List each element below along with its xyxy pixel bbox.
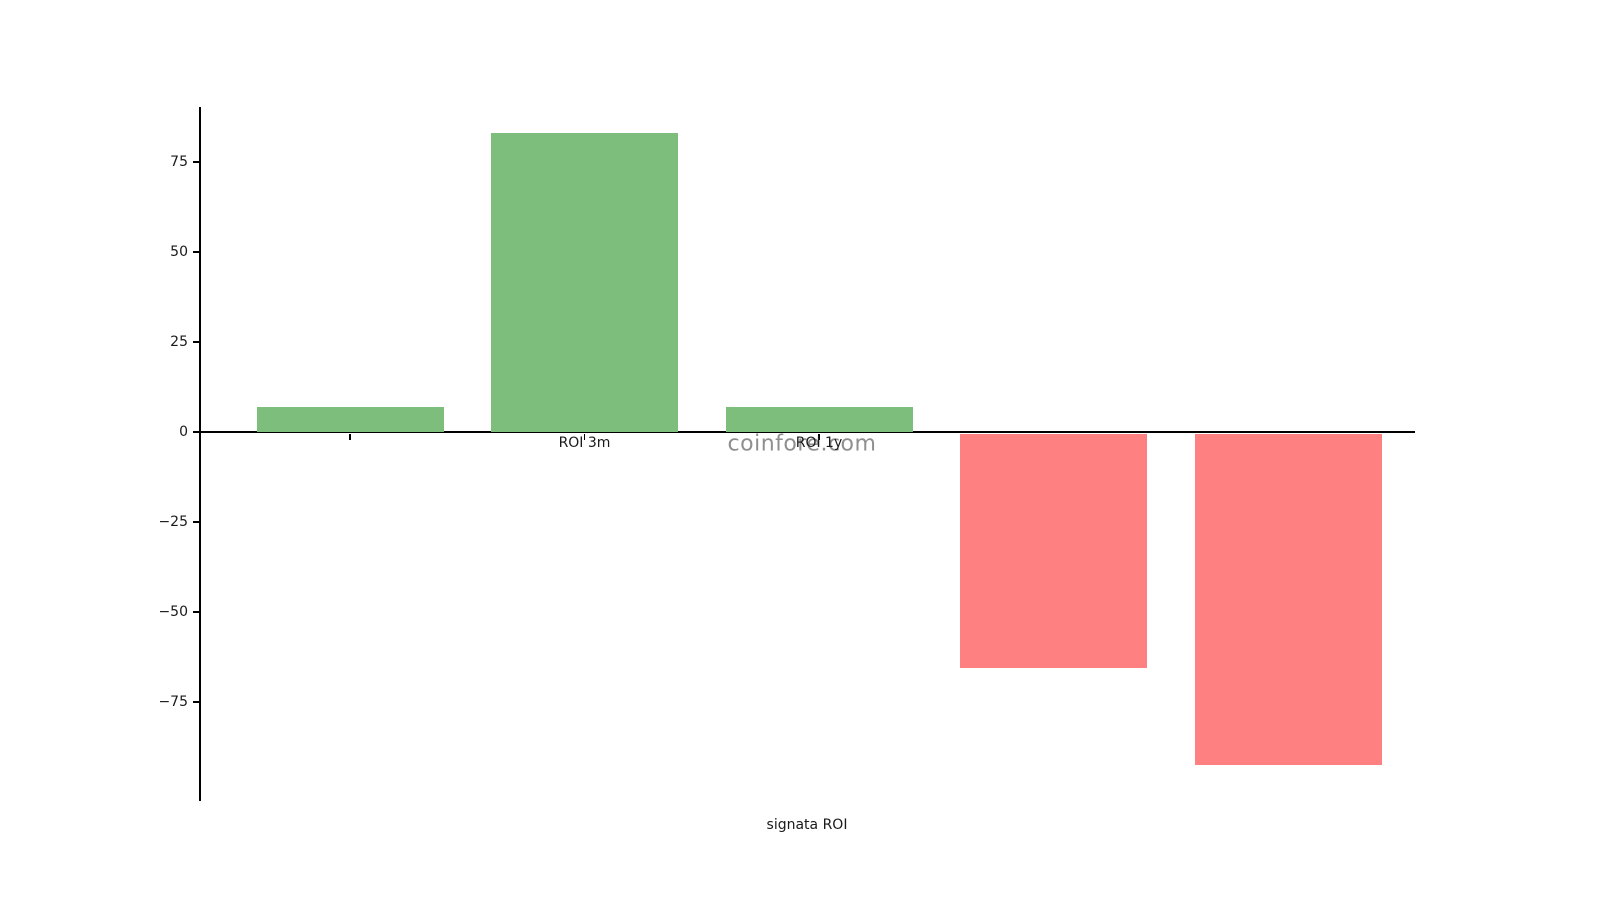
- y-tick-mark: [193, 611, 199, 613]
- x-axis-title: signata ROI: [766, 817, 848, 833]
- y-axis-spine: [199, 107, 201, 801]
- x-tick-mark: [818, 433, 820, 440]
- x-tick-label-roi-1y: ROI 1y: [795, 435, 843, 452]
- y-tick-label: 50: [170, 244, 188, 261]
- bar-series-1: [256, 406, 444, 433]
- y-tick-mark: [193, 251, 199, 253]
- bar-series-5: [1194, 433, 1382, 765]
- watermark-text: coinfore.com: [727, 431, 877, 457]
- bar-roi-1y: [725, 406, 913, 433]
- bar-series-4: [960, 433, 1147, 668]
- y-tick-label: −25: [158, 514, 188, 531]
- x-tick-mark: [349, 433, 351, 440]
- y-tick-label: 0: [179, 424, 188, 441]
- y-tick-label: 25: [170, 334, 188, 351]
- y-tick-mark: [193, 161, 199, 163]
- y-tick-mark: [193, 521, 199, 523]
- y-tick-mark: [193, 431, 199, 433]
- x-tick-mark: [583, 433, 586, 440]
- x-tick-label-roi-3m: ROI 3m: [558, 435, 611, 452]
- y-tick-label: −75: [158, 694, 188, 710]
- y-tick-mark: [193, 341, 199, 343]
- y-tick-mark: [193, 701, 199, 703]
- bar-roi-3m: [491, 133, 678, 433]
- y-tick-label: −50: [158, 604, 188, 621]
- y-tick-label: 75: [170, 154, 188, 171]
